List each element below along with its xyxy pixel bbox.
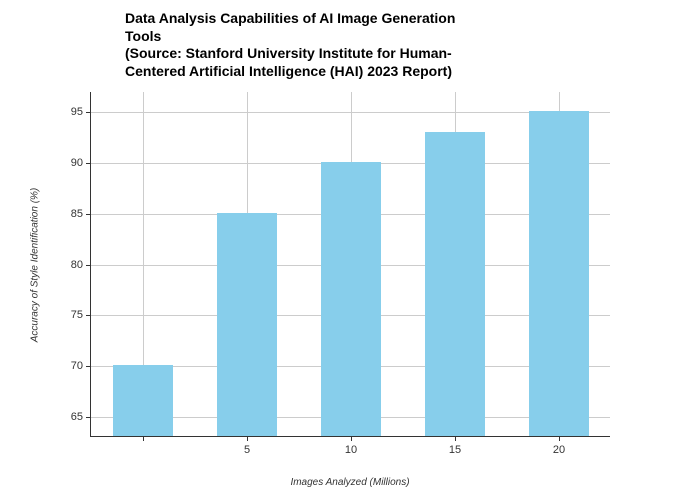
x-tick-label: 5 xyxy=(244,436,250,456)
bar xyxy=(217,213,277,436)
chart-title-line: Data Analysis Capabilities of AI Image G… xyxy=(125,10,555,28)
bar xyxy=(321,162,381,436)
y-axis-label: Accuracy of Style Identification (%) xyxy=(30,187,41,342)
y-tick-label: 95 xyxy=(71,106,91,118)
y-tick-label: 90 xyxy=(71,157,91,169)
x-axis-label: Images Analyzed (Millions) xyxy=(290,477,409,488)
y-tick-label: 65 xyxy=(71,411,91,423)
chart-title-line: Tools xyxy=(125,28,555,46)
x-tick-label: 15 xyxy=(449,436,461,456)
y-tick-label: 70 xyxy=(71,360,91,372)
y-tick-label: 80 xyxy=(71,259,91,271)
chart-title-line: Centered Artificial Intelligence (HAI) 2… xyxy=(125,63,555,81)
bar xyxy=(425,132,485,436)
x-tick-label: 10 xyxy=(345,436,357,456)
chart-title-line: (Source: Stanford University Institute f… xyxy=(125,45,555,63)
bar xyxy=(529,111,589,436)
bar xyxy=(113,365,173,436)
y-tick-label: 75 xyxy=(71,309,91,321)
x-tick-mark xyxy=(143,436,144,441)
chart-container: Data Analysis Capabilities of AI Image G… xyxy=(0,0,680,500)
chart-title: Data Analysis Capabilities of AI Image G… xyxy=(125,10,555,80)
plot-area: 657075808590955101520 xyxy=(90,92,610,437)
x-tick-label: 20 xyxy=(553,436,565,456)
y-tick-label: 85 xyxy=(71,208,91,220)
